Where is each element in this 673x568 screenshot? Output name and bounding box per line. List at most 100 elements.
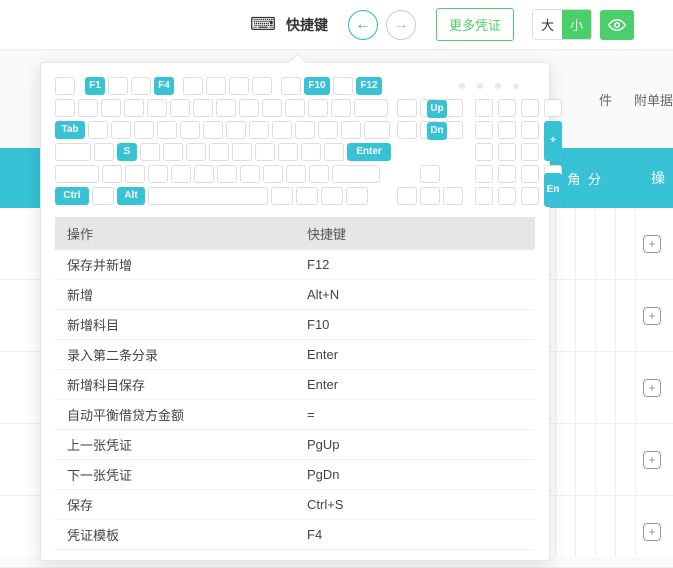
keyboard-diagram: F1F4F10F12TabSEnterCtrlAltUpDn+En (55, 77, 535, 207)
key-blank (397, 121, 417, 139)
key-blank (217, 165, 237, 183)
key-blank (521, 143, 539, 161)
key-f12: F12 (356, 77, 382, 95)
key-blank (475, 165, 493, 183)
key-blank (171, 165, 191, 183)
key-blank (147, 99, 167, 117)
key-f4: F4 (154, 77, 174, 95)
cell-key: PgUp (295, 430, 535, 460)
table-row: 新增Alt+N (55, 280, 535, 310)
cell-op: 新增 (55, 280, 295, 310)
add-row-button[interactable]: + (643, 307, 661, 325)
cell-key: PgDn (295, 460, 535, 490)
cell-key: = (295, 400, 535, 430)
next-button[interactable]: → (386, 10, 416, 40)
cell-key: Enter (295, 370, 535, 400)
key-blank (498, 121, 516, 139)
key-blank (346, 187, 368, 205)
key-blank (92, 187, 114, 205)
cell-key: Enter (295, 340, 535, 370)
key-en: En (544, 173, 562, 207)
key-dn: Dn (427, 122, 447, 140)
key-blank (108, 77, 128, 95)
key-enter: Enter (347, 143, 391, 161)
add-row-button[interactable]: + (643, 451, 661, 469)
key-blank (209, 143, 229, 161)
key-blank (124, 99, 144, 117)
key-blank (475, 121, 493, 139)
key-f10: F10 (304, 77, 330, 95)
key-blank (262, 99, 282, 117)
more-vouchers-button[interactable]: 更多凭证 (436, 8, 514, 41)
table-row: 保存Ctrl+S (55, 490, 535, 520)
key-blank (309, 165, 329, 183)
key-blank (55, 165, 99, 183)
key-blank (521, 99, 539, 117)
add-row-button[interactable]: + (643, 379, 661, 397)
key-blank (55, 77, 75, 95)
cell-op: 新增科目 (55, 310, 295, 340)
cell-op: 录入第二条分录 (55, 340, 295, 370)
key-blank (55, 99, 75, 117)
table-row: 录入第二条分录Enter (55, 340, 535, 370)
key-blank (521, 121, 539, 139)
cell-key: F4 (295, 520, 535, 550)
key-blank (170, 99, 190, 117)
indicator-dot (459, 83, 465, 89)
key-blank (157, 121, 177, 139)
indicator-dot (477, 83, 483, 89)
indicator-dot (513, 83, 519, 89)
key-blank (206, 77, 226, 95)
key-blank (544, 99, 562, 117)
cell-op: 下一张凭证 (55, 460, 295, 490)
size-toggle: 大 小 (532, 9, 592, 40)
attachment-label: 附单据 (634, 90, 673, 109)
size-small-button[interactable]: 小 (562, 10, 591, 39)
key-blank (498, 99, 516, 117)
key-blank (475, 187, 493, 205)
cell-op: 保存 (55, 490, 295, 520)
table-row: 下一张凭证PgDn (55, 460, 535, 490)
key-blank (216, 99, 236, 117)
key-blank (333, 77, 353, 95)
prev-button[interactable]: ← (348, 10, 378, 40)
key-blank (55, 143, 91, 161)
add-row-button[interactable]: + (643, 523, 661, 541)
key-blank (397, 99, 417, 117)
key-blank (475, 143, 493, 161)
table-row: 上一张凭证PgUp (55, 430, 535, 460)
key-blank (301, 143, 321, 161)
key-blank (263, 165, 283, 183)
key-blank (354, 99, 388, 117)
cell-key: F10 (295, 310, 535, 340)
key-blank (321, 187, 343, 205)
key-blank (278, 143, 298, 161)
preview-button[interactable] (600, 10, 634, 40)
key-blank (271, 187, 293, 205)
key-blank (286, 165, 306, 183)
key-blank (78, 99, 98, 117)
key-blank (498, 143, 516, 161)
cell-key: Alt+N (295, 280, 535, 310)
table-row: 新增科目保存Enter (55, 370, 535, 400)
key-blank (285, 99, 305, 117)
key-blank (180, 121, 200, 139)
key-blank (272, 121, 292, 139)
key-blank (131, 77, 151, 95)
add-row-button[interactable]: + (643, 235, 661, 253)
key-blank (255, 143, 275, 161)
key-blank (332, 165, 380, 183)
key-blank (194, 165, 214, 183)
size-large-button[interactable]: 大 (533, 10, 562, 39)
key-up: Up (427, 100, 447, 118)
key-blank (318, 121, 338, 139)
operation-header: 操 (651, 168, 665, 188)
key-blank (140, 143, 160, 161)
key-blank (295, 121, 315, 139)
key-blank (183, 77, 203, 95)
key-blank (296, 187, 318, 205)
key-blank (94, 143, 114, 161)
key-blank (226, 121, 246, 139)
key-blank (475, 99, 493, 117)
table-row: 保存并新增F12 (55, 250, 535, 280)
